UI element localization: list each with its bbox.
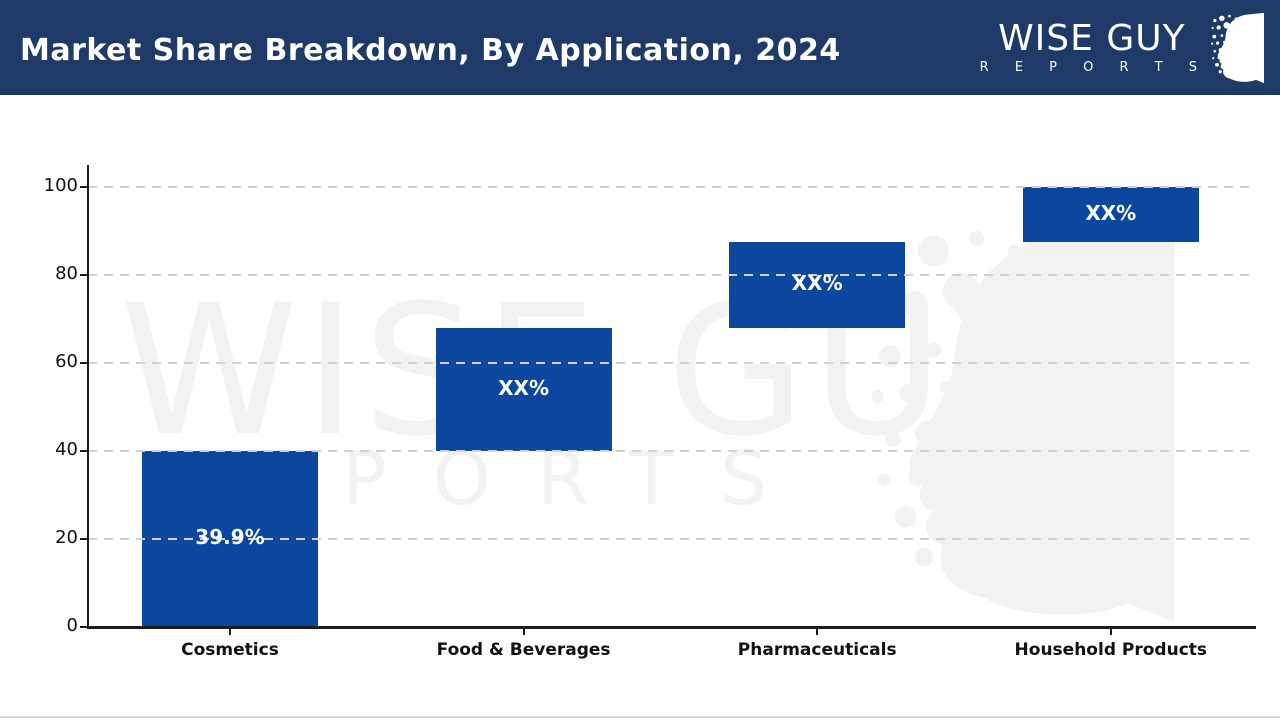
bar-value-label-2: XX%	[791, 271, 843, 296]
grid-line-60	[88, 362, 1256, 364]
y-axis-spine	[87, 165, 89, 627]
x-axis-spine	[87, 626, 1256, 629]
y-tick-label-100: 100	[43, 175, 78, 196]
x-tick-mark-2	[816, 628, 819, 635]
y-tick-label-0: 0	[66, 615, 78, 636]
y-tick-mark-20	[80, 538, 88, 540]
x-tick-mark-1	[522, 628, 525, 635]
logo-wiseguy-label: WISE GUY	[998, 18, 1186, 59]
logo-face-icon	[1210, 12, 1264, 84]
y-tick-label-60: 60	[55, 351, 78, 372]
bar-value-label-1: XX%	[498, 375, 550, 400]
grid-line-80	[88, 274, 1256, 276]
x-tick-mark-0	[229, 628, 231, 635]
grid-line-100	[88, 186, 1256, 188]
y-tick-mark-40	[80, 450, 88, 452]
logo-reports-label: R E P O R T S	[979, 60, 1208, 75]
watermark-face-logo	[860, 220, 1180, 622]
y-tick-label-40: 40	[55, 439, 78, 460]
y-tick-mark-100	[80, 186, 88, 188]
bar-value-label-3: XX%	[1085, 200, 1137, 225]
x-tick-mark-3	[1109, 628, 1112, 635]
x-tick-label-1: Food & Beverages	[436, 640, 611, 660]
bar-segment-2	[729, 242, 906, 328]
x-tick-label-2: Pharmaceuticals	[737, 640, 897, 660]
bar-value-label-0: 39.9%	[195, 525, 265, 550]
y-tick-mark-60	[80, 362, 88, 364]
wise-guy-reports-logo: WISE GUY R E P O R T S	[976, 6, 1264, 90]
bottom-divider-line	[0, 716, 1280, 718]
y-tick-mark-80	[80, 274, 88, 276]
y-tick-mark-0	[80, 626, 88, 628]
y-tick-label-80: 80	[55, 263, 78, 284]
grid-line-20	[88, 538, 1256, 540]
x-tick-label-3: Household Products	[1014, 640, 1208, 660]
y-tick-label-20: 20	[55, 527, 78, 548]
header-bar: Market Share Breakdown, By Application, …	[0, 0, 1280, 95]
bar-segment-3	[1022, 187, 1199, 243]
grid-line-40	[88, 450, 1256, 452]
bar-segment-1	[435, 327, 612, 452]
logo-text: WISE GUY R E P O R T S	[976, 18, 1208, 76]
x-tick-label-0: Cosmetics	[181, 640, 279, 660]
page-title: Market Share Breakdown, By Application, …	[20, 33, 841, 68]
